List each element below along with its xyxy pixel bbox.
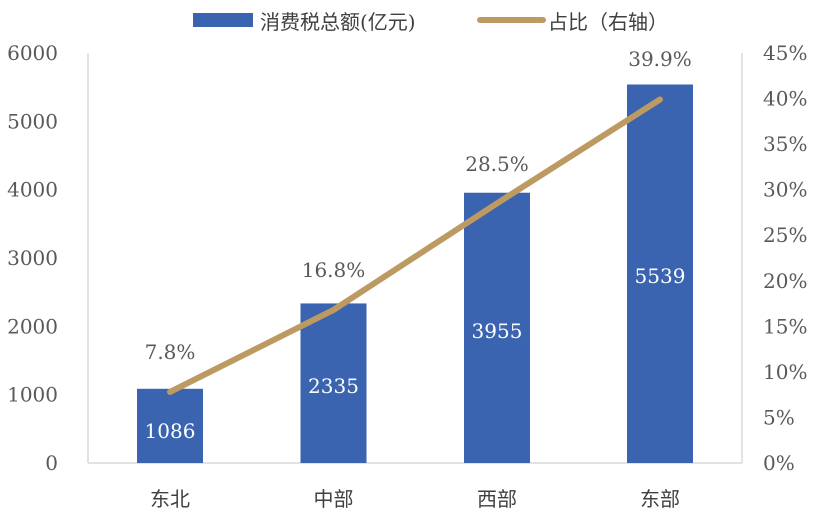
right-axis-tick-label: 25% [763, 223, 807, 247]
category-label: 中部 [314, 487, 354, 511]
legend-bar-label: 消费税总额(亿元) [260, 10, 416, 34]
left-axis-tick-label: 4000 [7, 178, 58, 202]
category-label: 东部 [640, 487, 680, 511]
legend: 消费税总额(亿元) 占比（右轴） [193, 10, 668, 34]
bar [300, 303, 367, 463]
legend-bar-swatch [193, 13, 253, 27]
line-value-label: 7.8% [145, 340, 196, 364]
bar [464, 192, 530, 463]
right-axis-tick-label: 5% [763, 405, 795, 429]
left-axis-tick-label: 6000 [7, 41, 58, 65]
legend-line-label: 占比（右轴） [548, 10, 668, 34]
left-axis-tick-label: 1000 [7, 383, 58, 407]
left-axis-tick-label: 3000 [7, 246, 58, 270]
line-series: 7.8% 16.8% 28.5% 39.9% [145, 47, 692, 395]
left-axis-tick-label: 0 [45, 451, 58, 475]
right-axis-tick-label: 20% [763, 269, 807, 293]
category-label: 西部 [477, 487, 517, 511]
line-value-label: 39.9% [628, 47, 692, 71]
right-axis-tick-label: 45% [763, 41, 807, 65]
right-axis-tick-label: 35% [763, 132, 807, 156]
share-line [167, 96, 663, 395]
right-axis-tick-label: 40% [763, 87, 807, 111]
bar-value-label: 5539 [635, 264, 686, 288]
right-axis-tick-label: 0% [763, 451, 795, 475]
right-axis-tick-label: 30% [763, 178, 807, 202]
category-label: 东北 [150, 487, 190, 511]
line-value-label: 16.8% [302, 258, 366, 282]
left-axis-ticks: 0 1000 2000 3000 4000 5000 6000 [7, 41, 58, 475]
bar-series: 1086 2335 3955 5539 [137, 84, 693, 464]
bar [627, 84, 693, 464]
bar-value-label: 1086 [145, 419, 196, 443]
bar-value-label: 2335 [308, 374, 359, 398]
right-axis-tick-label: 10% [763, 360, 807, 384]
bar-value-label: 3955 [472, 319, 523, 343]
bar [137, 388, 203, 463]
right-axis-ticks: 0% 5% 10% 15% 20% 25% 30% 35% 40% 45% [763, 41, 807, 475]
line-value-label: 28.5% [465, 152, 529, 176]
category-labels: 东北 中部 西部 东部 [150, 487, 680, 511]
right-axis-tick-label: 15% [763, 314, 807, 338]
left-axis-tick-label: 5000 [7, 109, 58, 133]
left-axis-tick-label: 2000 [7, 314, 58, 338]
